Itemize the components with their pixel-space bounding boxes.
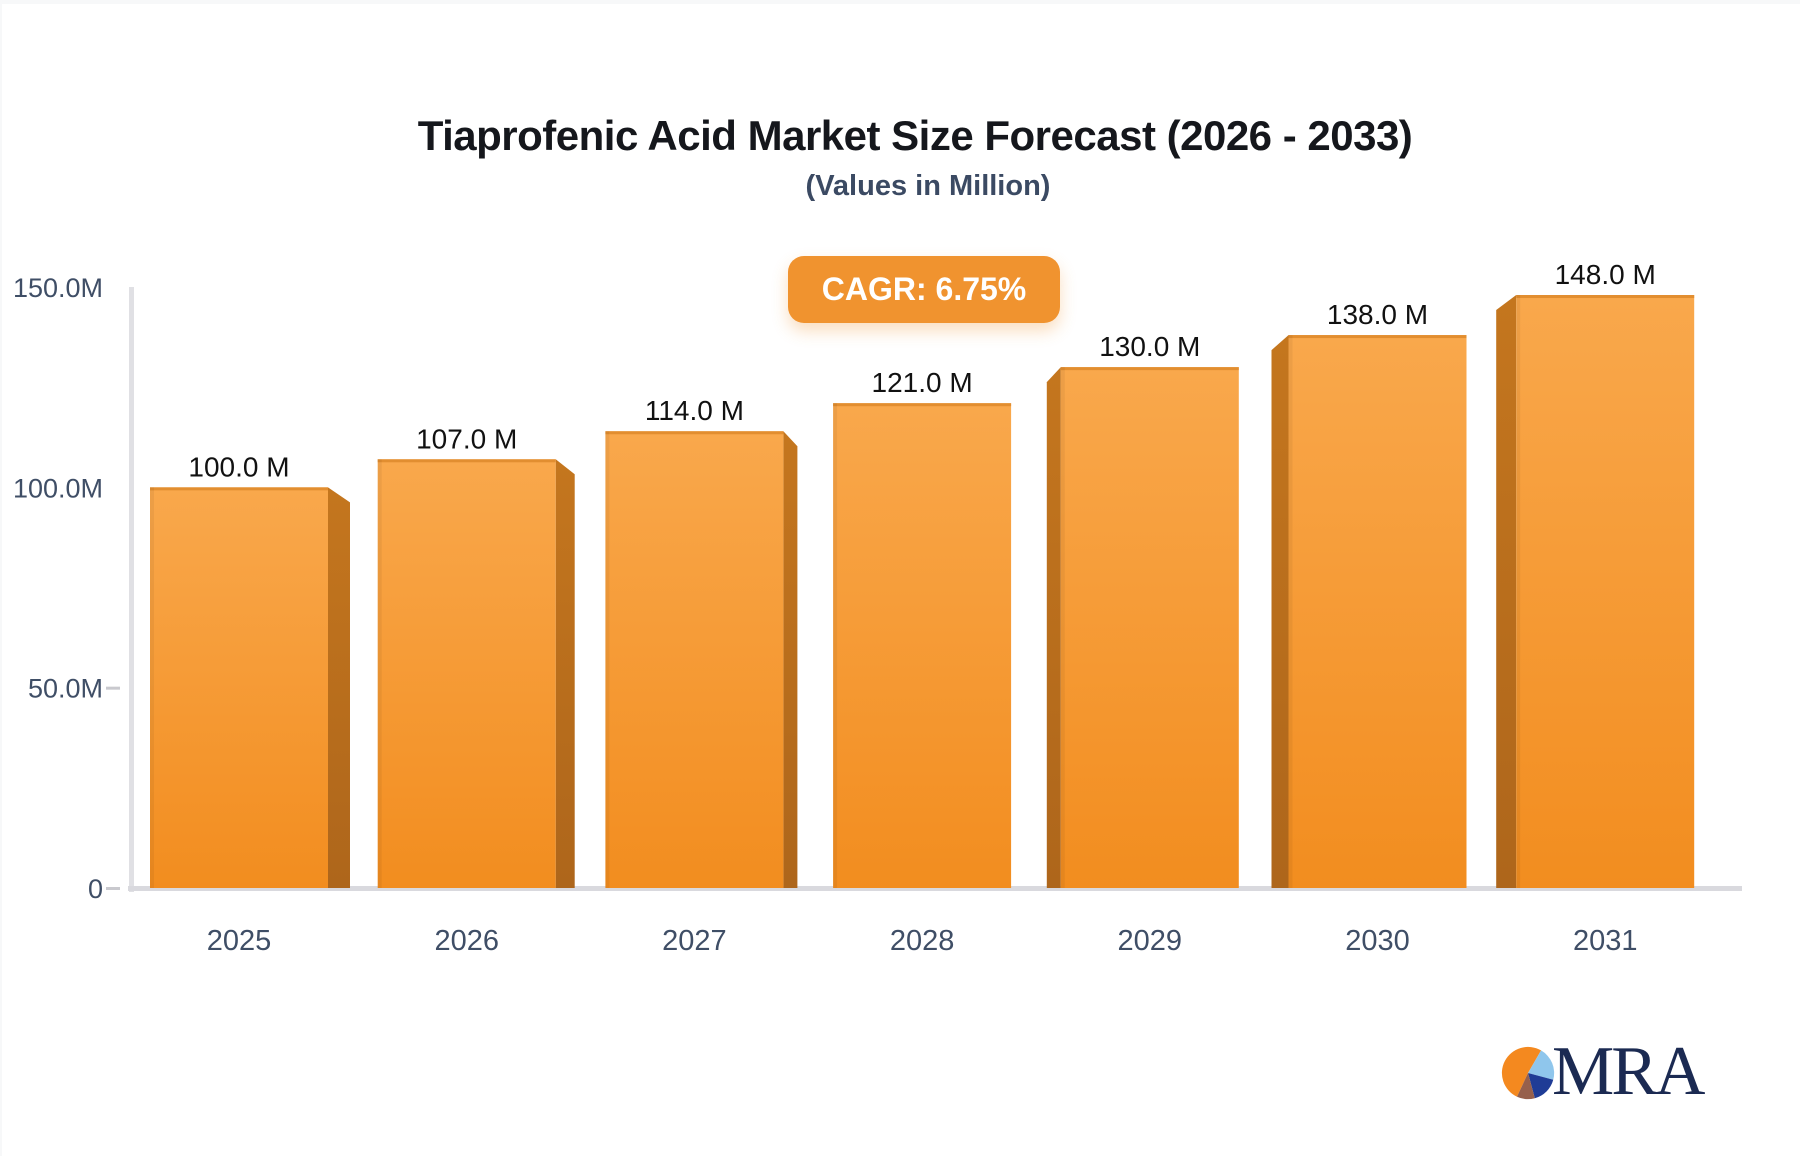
x-axis-category-label: 2026: [434, 925, 499, 957]
bar-side-face: [783, 431, 798, 888]
bar-top-edge: [833, 403, 1012, 407]
y-axis-tick-dash: [106, 887, 120, 890]
x-axis-category-label: 2029: [1118, 925, 1183, 957]
page-title: Tiaprofenic Acid Market Size Forecast (2…: [417, 112, 1413, 159]
bar-left-shade: [1516, 295, 1521, 889]
x-axis-category-label: 2030: [1345, 925, 1410, 957]
bar-2031: [1516, 295, 1695, 889]
bar-top-edge: [150, 487, 328, 491]
bar-top-edge: [1516, 295, 1695, 299]
page-left-edge: [0, 0, 2, 1156]
page-top-edge: [0, 0, 1800, 4]
bar-2029: [1060, 367, 1239, 889]
y-axis-tick-label: 50.0M: [28, 674, 103, 704]
bar-value-label: 114.0 M: [645, 395, 744, 426]
x-axis-category-label: 2025: [207, 925, 272, 957]
bar-top-edge: [1288, 335, 1467, 339]
bar-side-face: [1046, 367, 1061, 889]
bar-2028: [833, 403, 1012, 888]
bar-left-shade: [605, 431, 610, 888]
cagr-badge-label: CAGR: 6.75%: [821, 271, 1027, 307]
bar-top-edge: [1060, 367, 1239, 371]
bar-value-label: 100.0 M: [188, 451, 289, 482]
bar-value-label: 138.0 M: [1327, 299, 1428, 330]
bar-side-face: [328, 487, 350, 888]
bar-2027: [605, 431, 784, 888]
bar-left-shade: [833, 403, 838, 888]
pie-slice-brown: [1517, 1073, 1535, 1100]
bar-value-label: 107.0 M: [416, 423, 517, 454]
pie-chart-logo-icon: [1501, 1046, 1555, 1100]
pie-slice-orange: [1501, 1046, 1542, 1097]
bar-top-edge: [605, 431, 784, 435]
bar-value-label: 148.0 M: [1555, 259, 1656, 290]
bar-value-label: 130.0 M: [1099, 331, 1200, 362]
bar-2030: [1288, 335, 1467, 889]
bar-left-shade: [1060, 367, 1065, 889]
bar-left-shade: [150, 487, 154, 888]
bar-side-face: [1271, 335, 1289, 889]
pie-slice-navy-blue: [1528, 1073, 1554, 1099]
bar-2025: [150, 487, 328, 888]
bar-side-face: [1496, 295, 1517, 889]
bar-left-shade: [1288, 335, 1293, 889]
bar-value-label: 121.0 M: [872, 367, 973, 398]
page-subtitle: (Values in Million): [805, 170, 1051, 202]
bar-2026: [377, 459, 556, 888]
y-axis-tick-label: 150.0M: [13, 273, 103, 303]
x-axis-category-label: 2028: [890, 925, 955, 957]
x-axis-line: [128, 886, 1742, 891]
cagr-badge: CAGR: 6.75%: [788, 256, 1060, 323]
bar-top-edge: [377, 459, 556, 463]
mra-logo: MRA: [1500, 1032, 1780, 1112]
y-axis-tick-label: 0: [88, 874, 103, 904]
x-axis-category-label: 2031: [1573, 925, 1638, 957]
y-axis-line: [129, 287, 134, 892]
pie-slice-light-blue: [1528, 1050, 1555, 1080]
y-axis-tick-label: 100.0M: [13, 473, 103, 503]
bar-side-face: [555, 459, 575, 888]
y-axis-tick-dash: [106, 686, 120, 690]
logo-text: MRA: [1552, 1033, 1705, 1110]
x-axis-category-label: 2027: [662, 925, 727, 957]
bar-left-shade: [377, 459, 382, 888]
